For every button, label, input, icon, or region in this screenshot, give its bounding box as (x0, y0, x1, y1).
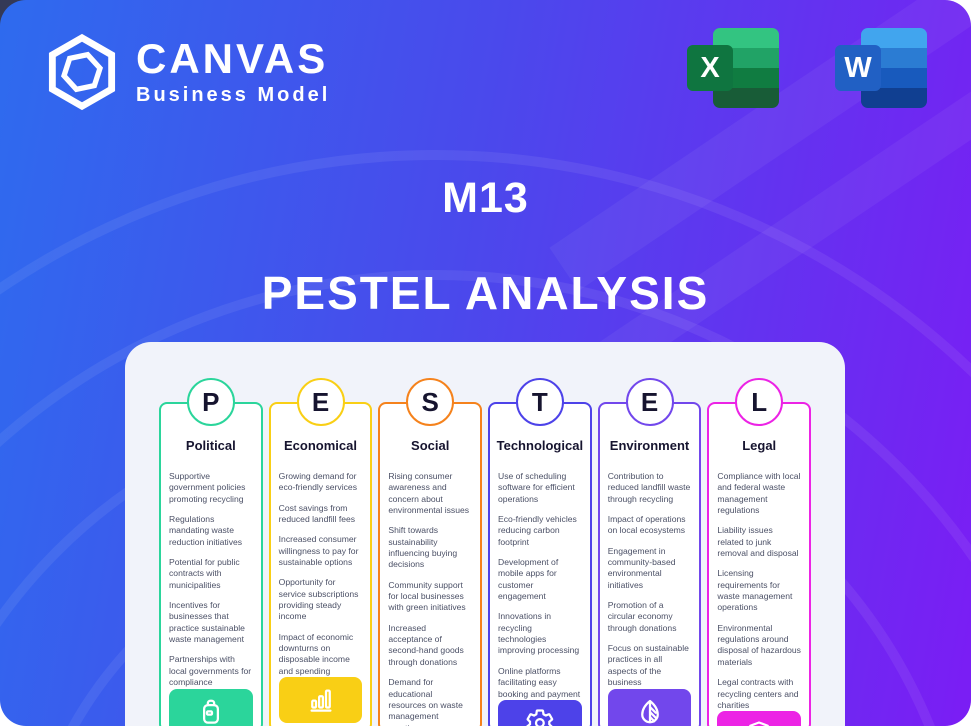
factor-item: Potential for public contracts with muni… (169, 557, 240, 590)
factor-item: Partnerships with local governments for … (169, 654, 252, 688)
sheet-band (861, 28, 927, 48)
factor-item: Increased acceptance of second-hand good… (388, 622, 464, 667)
gear-icon (498, 699, 582, 726)
column-title: Economical (284, 438, 357, 453)
column-items: Supportive government policies promoting… (161, 453, 261, 689)
column-items: Use of scheduling software for efficient… (490, 453, 590, 700)
pestel-column-technological: T Technological Use of scheduling softwa… (488, 378, 592, 726)
factor-item: Online platforms facilitating easy booki… (498, 665, 581, 699)
brand-name: CANVAS (136, 34, 329, 82)
badge-letter: T (531, 386, 548, 417)
sheet-band (713, 28, 779, 48)
column-title: Legal (742, 438, 777, 453)
background-arc (0, 150, 971, 726)
pestel-column-political: P Political Supportive government polici… (159, 378, 263, 726)
column-title: Social (411, 438, 450, 453)
factor-item: Innovations in recycling technologies im… (498, 611, 580, 656)
column-items: Compliance with local and federal waste … (709, 453, 809, 711)
column-title: Technological (496, 438, 584, 453)
factor-item: Development of mobile apps for customer … (498, 557, 559, 602)
pestel-column-economical: E Economical Growing demand for eco-frie… (268, 378, 373, 726)
pestel-columns: P Political Supportive government polici… (159, 376, 812, 726)
factor-item: Demand for educational resources on wast… (388, 677, 463, 726)
column-title: Environment (609, 438, 690, 453)
leaf-icon (607, 688, 692, 726)
pestel-card: P Political Supportive government polici… (125, 342, 845, 726)
factor-item: Impact of economic downturns on disposab… (278, 631, 354, 676)
file-format-icons: X W (667, 28, 927, 108)
badge-letter: E (311, 386, 330, 417)
factor-item: Compliance with local and federal waste … (717, 471, 801, 516)
factor-item: Regulations mandating waste reduction in… (169, 514, 243, 547)
factor-item: Opportunity for service subscriptions pr… (278, 577, 359, 622)
factor-item: Cost savings from reduced landfill fees (278, 502, 356, 525)
badge-letter: S (421, 386, 439, 417)
factor-item: Eco-friendly vehicles reducing carbon fo… (498, 514, 577, 547)
column-items: Growing demand for eco-friendly services… (271, 453, 371, 677)
excel-letter: X (687, 45, 733, 91)
briefcase-icon (169, 688, 253, 726)
shield-check-icon (717, 711, 802, 726)
sheet-band (713, 88, 779, 108)
factor-item: Environmental regulations around disposa… (717, 622, 801, 667)
factor-item: Supportive government policies promoting… (169, 471, 246, 504)
factor-item: Use of scheduling software for efficient… (498, 471, 575, 504)
document-code: M13 (442, 174, 529, 222)
factor-item: Community support for local businesses w… (388, 579, 466, 613)
factor-item: Focus on sustainable practices in all as… (607, 643, 689, 688)
factor-item: Rising consumer awareness and concern ab… (388, 471, 470, 516)
bar-chart-icon (278, 677, 363, 724)
column-title: Political (185, 438, 236, 453)
factor-item: Legal contracts with recycling centers a… (717, 677, 799, 710)
word-letter: W (835, 45, 881, 91)
factor-item: Engagement in community-based environmen… (607, 545, 676, 590)
letter-badge: L (735, 378, 784, 426)
badge-letter: E (640, 386, 659, 417)
factor-item: Contribution to reduced landfill waste t… (607, 471, 691, 504)
factor-item: Growing demand for eco-friendly services (278, 471, 357, 493)
column-items: Rising consumer awareness and concern ab… (380, 453, 480, 726)
pestel-column-social: S Social Rising consumer awareness and c… (378, 378, 483, 726)
column-items: Contribution to reduced landfill waste t… (600, 453, 700, 689)
factor-item: Liability issues related to junk removal… (717, 525, 799, 559)
badge-letter: L (751, 386, 768, 417)
letter-badge: T (515, 378, 564, 426)
factor-item: Increased consumer willingness to pay fo… (278, 534, 359, 568)
brand-logo: CANVAS Business Model (44, 32, 330, 112)
factor-item: Incentives for businesses that practice … (169, 600, 245, 645)
brand-tagline: Business Model (136, 83, 331, 106)
pestel-column-environment: E Environment Contribution to reduced la… (597, 378, 702, 726)
sheet-band (861, 88, 927, 108)
factor-item: Impact of operations on local ecosystems (607, 514, 686, 536)
letter-badge: E (625, 378, 674, 426)
factor-item: Shift towards sustainability influencing… (388, 525, 458, 570)
page-title: PESTEL ANALYSIS (261, 267, 710, 319)
factor-item: Licensing requirements for waste managem… (717, 568, 793, 613)
letter-badge: P (186, 378, 235, 426)
word-icon[interactable]: W (815, 28, 927, 108)
factor-item: Promotion of a circular economy through … (607, 600, 677, 633)
pestel-column-legal: L Legal Compliance with local and federa… (707, 378, 812, 726)
excel-icon[interactable]: X (667, 28, 779, 108)
hexagon-logo-icon (44, 32, 120, 112)
badge-letter: P (202, 386, 220, 417)
letter-badge: E (296, 378, 345, 426)
letter-badge: S (406, 378, 455, 426)
